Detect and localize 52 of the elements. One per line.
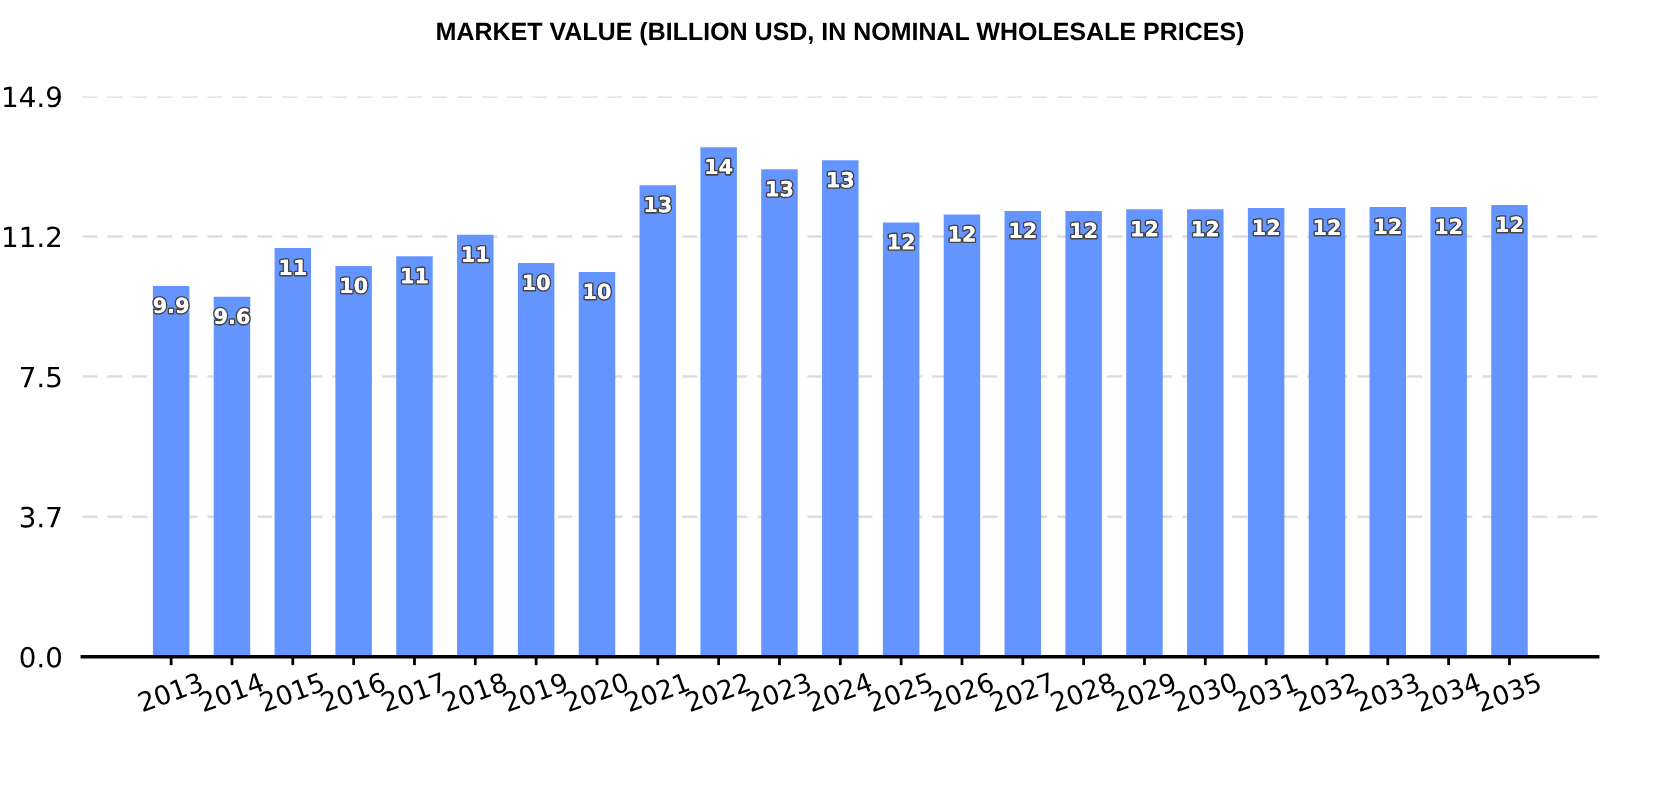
- bar: [1369, 206, 1407, 657]
- data-label: 10: [341, 277, 368, 294]
- data-label: 12: [1497, 216, 1523, 233]
- bar: [822, 160, 859, 657]
- bar: [1430, 206, 1467, 657]
- y-tick-label: 0.0: [20, 646, 62, 668]
- bar: [335, 266, 372, 657]
- bar: [396, 256, 433, 657]
- bar: [700, 147, 737, 657]
- bar: [578, 272, 616, 657]
- data-label: 11: [280, 259, 306, 275]
- data-label: 11: [402, 268, 428, 284]
- data-label: 12: [949, 225, 975, 242]
- y-tick-label: 14.9: [4, 86, 61, 108]
- bar: [1247, 208, 1285, 657]
- y-tick-label: 3.7: [20, 506, 61, 528]
- bar: [1491, 205, 1528, 657]
- data-label: 13: [645, 196, 671, 213]
- data-label: 12: [1375, 218, 1401, 234]
- data-label: 12: [1253, 219, 1279, 236]
- y-tick-label: 11.2: [4, 226, 61, 248]
- data-label: 12: [1010, 222, 1036, 239]
- bar: [1308, 208, 1346, 657]
- bar: [1004, 211, 1042, 657]
- data-label: 12: [1314, 219, 1340, 236]
- bar: [1065, 211, 1102, 657]
- data-label: 12: [1193, 220, 1218, 237]
- bar: [517, 263, 555, 657]
- bar: [274, 247, 312, 657]
- data-label: 13: [767, 180, 793, 197]
- chart-title: MARKET VALUE (BILLION USD, IN NOMINAL WHOLESALE PRICES): [437, 21, 1244, 46]
- data-label: 11: [463, 246, 489, 262]
- bar: [1126, 209, 1163, 657]
- bar: [761, 169, 798, 657]
- data-label: 12: [888, 233, 914, 250]
- bar: [882, 222, 920, 657]
- data-label: 10: [584, 283, 611, 300]
- bar: [213, 296, 251, 657]
- data-label: 9.6: [214, 308, 250, 325]
- bar: [457, 234, 494, 657]
- data-label: 12: [1132, 220, 1158, 237]
- bar: [1187, 209, 1224, 657]
- bar: [639, 185, 677, 657]
- data-label: 12: [1436, 218, 1462, 234]
- bar: [152, 285, 190, 657]
- y-tick-label: 7.5: [20, 366, 61, 388]
- data-label: 14: [706, 158, 733, 175]
- data-label: 12: [1071, 222, 1097, 239]
- data-label: 9.9: [153, 297, 189, 314]
- data-label: 13: [828, 171, 854, 188]
- bar: [943, 214, 981, 657]
- data-label: 10: [523, 274, 550, 291]
